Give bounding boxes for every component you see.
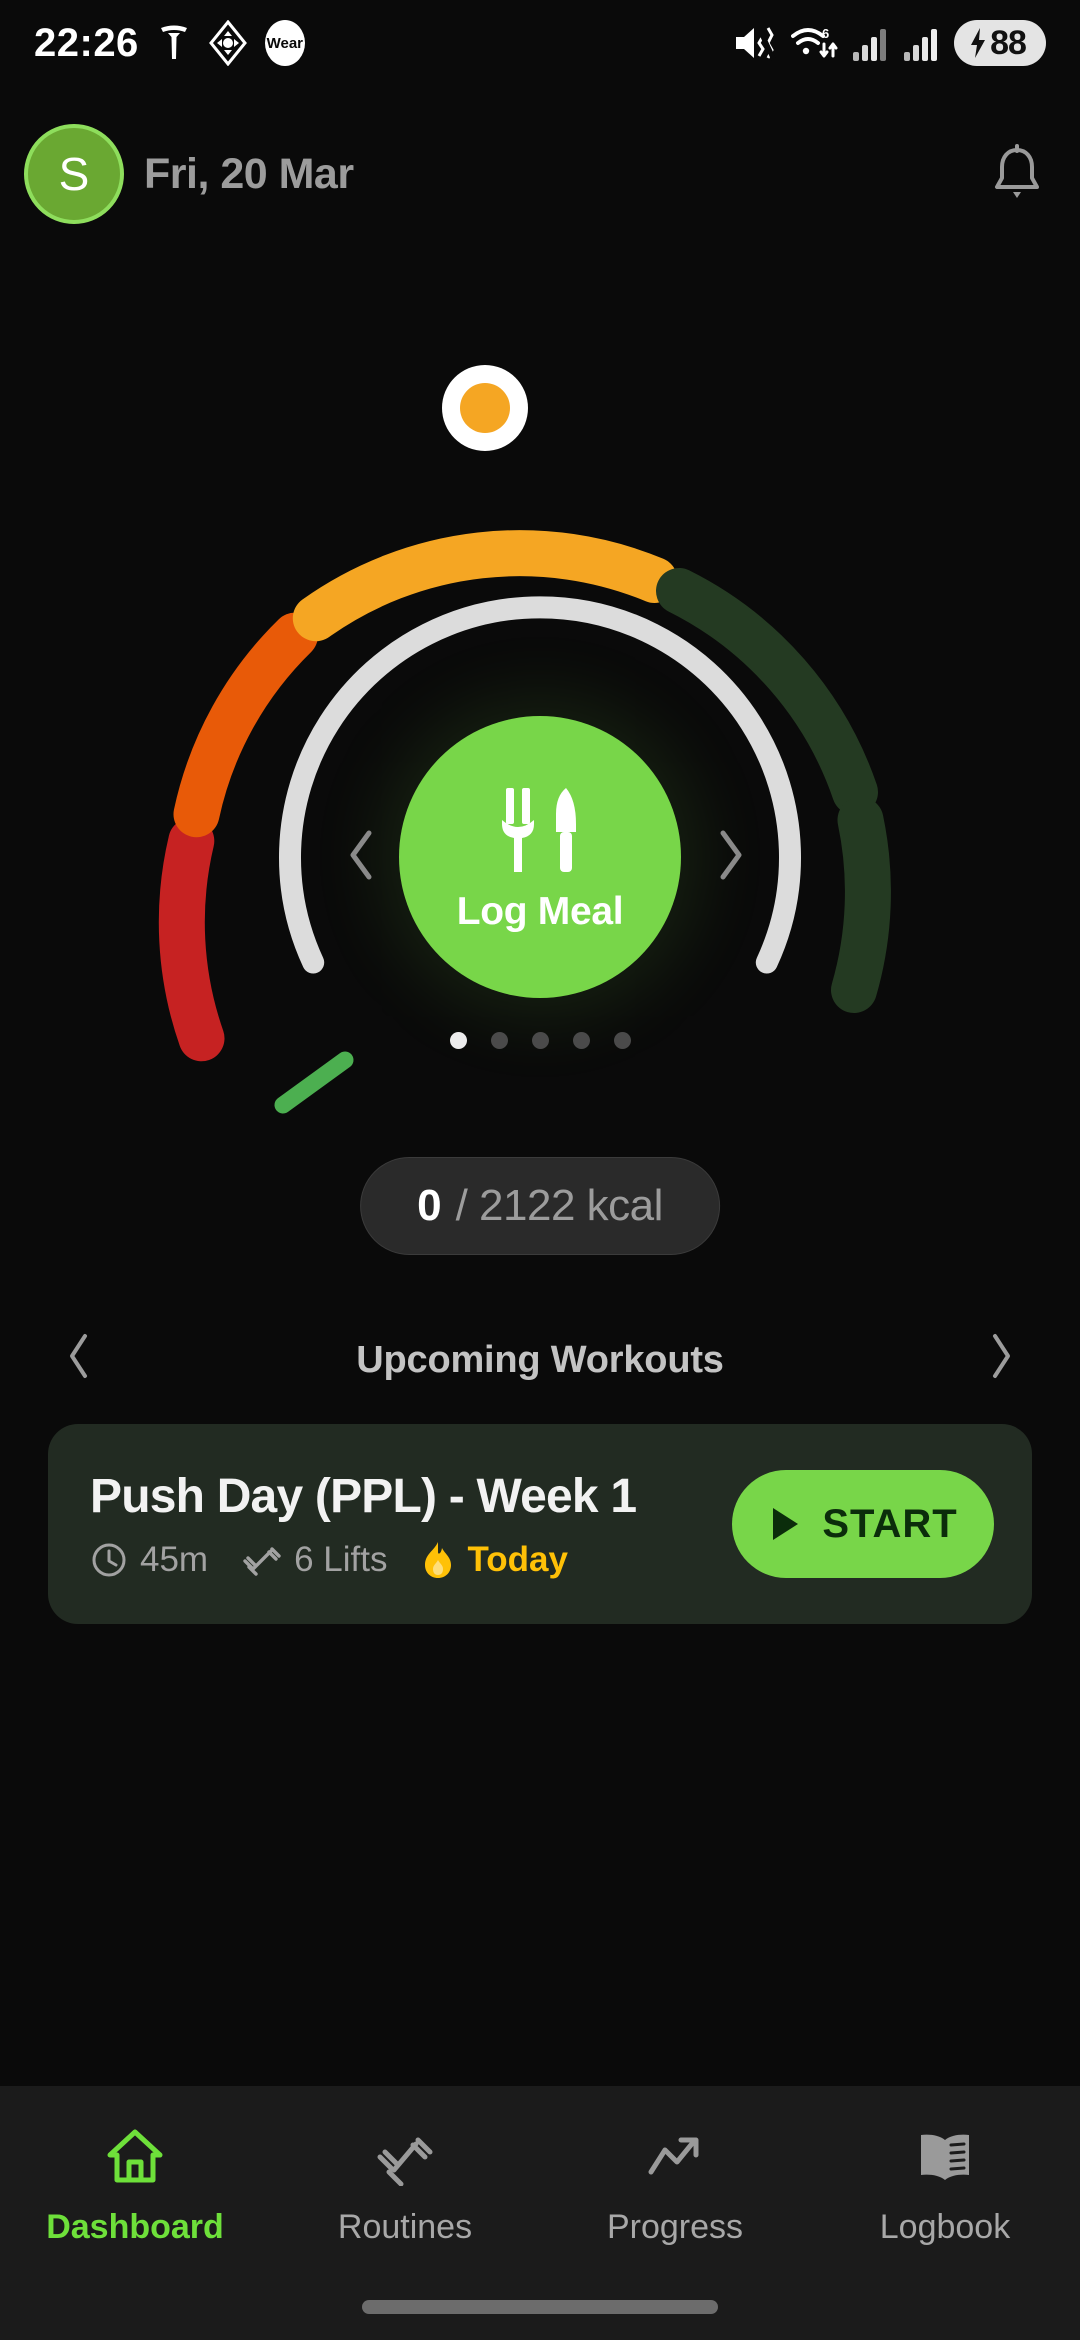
workout-card-info: Push Day (PPL) - Week 1 45m (90, 1469, 637, 1580)
chevron-right-icon (992, 1334, 1010, 1378)
book-icon (921, 2134, 969, 2180)
status-bar: 22:26 Wear (0, 0, 1080, 86)
carousel-dot[interactable] (572, 1032, 590, 1049)
tesla-icon (160, 25, 187, 59)
workout-duration: 45m (90, 1540, 208, 1580)
status-bar-left: 22:26 Wear (34, 20, 305, 66)
chevron-left-icon (70, 1334, 87, 1378)
diamond-app-icon (208, 20, 247, 66)
workout-lifts: 6 Lifts (242, 1540, 387, 1580)
log-meal-label: Log Meal (456, 890, 624, 933)
start-workout-button[interactable]: START (732, 1470, 994, 1578)
carousel-dots[interactable] (0, 1032, 1080, 1049)
gauge-thumb (442, 365, 528, 451)
calories-consumed: 0 (417, 1181, 442, 1230)
upcoming-workouts-title: Upcoming Workouts (356, 1338, 724, 1381)
gauge-inner-track (279, 596, 801, 974)
gauge-segment-high (831, 797, 891, 1013)
status-bar-right: 6 88 (732, 20, 1046, 66)
chevron-left-icon (350, 830, 372, 880)
nav-label-progress: Progress (606, 2208, 744, 2246)
workout-today-badge: Today (421, 1539, 568, 1580)
log-meal-button[interactable]: Log Meal (399, 716, 681, 998)
gauge-next-button[interactable] (700, 810, 760, 900)
gauge-svg (158, 365, 891, 1114)
clock-icon (92, 1543, 126, 1576)
upcoming-next-button[interactable] (988, 1333, 1014, 1387)
chevron-right-icon (720, 830, 742, 880)
battery-percent: 88 (990, 23, 1027, 62)
gauge-segment-above (656, 568, 878, 815)
carousel-dot[interactable] (490, 1032, 508, 1049)
workout-title: Push Day (PPL) - Week 1 (90, 1469, 637, 1523)
bottom-navigation: Dashboard Routines Progress (0, 2086, 1080, 2340)
trending-up-icon (648, 2137, 699, 2175)
gauge-segment-below (173, 612, 318, 838)
page-title: Fri, 20 Mar (144, 149, 354, 198)
nav-item-logbook[interactable]: Logbook (810, 2128, 1080, 2247)
battery-indicator: 88 (954, 20, 1046, 66)
nav-item-dashboard[interactable]: Dashboard (0, 2128, 270, 2247)
dumbbell-icon (377, 2137, 433, 2186)
avatar[interactable]: S (24, 124, 124, 224)
nav-item-routines[interactable]: Routines (270, 2128, 540, 2247)
gauge-outer-segments (158, 530, 891, 1062)
charging-bolt-icon (971, 28, 986, 58)
mute-vibrate-icon (736, 24, 777, 62)
nav-item-progress[interactable]: Progress (540, 2128, 810, 2247)
dumbbell-icon (243, 1546, 281, 1576)
calories-goal: / 2122 kcal (455, 1181, 664, 1230)
nav-label-dashboard: Dashboard (46, 2208, 224, 2246)
calorie-gauge: Log Meal (0, 200, 1080, 1200)
flame-icon (425, 1541, 452, 1578)
start-workout-label: START (822, 1501, 958, 1546)
nav-label-logbook: Logbook (879, 2208, 1011, 2246)
home-icon (107, 2129, 163, 2183)
signal-bars-icon (853, 29, 886, 61)
home-indicator[interactable] (362, 2300, 718, 2314)
gauge-segment-target (292, 530, 678, 642)
carousel-dot[interactable] (531, 1032, 549, 1049)
upcoming-prev-button[interactable] (66, 1333, 92, 1387)
play-icon (773, 1508, 799, 1540)
notification-bell-icon[interactable] (984, 141, 1050, 207)
workout-today-label: Today (467, 1539, 568, 1579)
avatar-initial: S (58, 148, 90, 200)
svg-text:6: 6 (822, 26, 829, 41)
carousel-dot[interactable] (613, 1032, 631, 1049)
workout-lifts-label: 6 Lifts (294, 1539, 388, 1579)
workout-duration-label: 45m (140, 1539, 209, 1579)
fork-knife-icon (502, 788, 576, 872)
carousel-dot[interactable] (449, 1032, 467, 1049)
wear-badge-icon: Wear (264, 20, 305, 66)
workout-card[interactable]: Push Day (PPL) - Week 1 45m (48, 1424, 1032, 1624)
app-header: S Fri, 20 Mar (0, 124, 1080, 224)
gauge-start-marker (274, 1051, 354, 1114)
upcoming-workouts-header: Upcoming Workouts (0, 1320, 1080, 1400)
gauge-segment-low (158, 818, 225, 1062)
status-clock: 22:26 (34, 20, 139, 65)
wifi-6-icon: 6 (791, 26, 838, 58)
calorie-summary-pill[interactable]: 0 / 2122 kcal (360, 1157, 720, 1255)
workout-meta: 45m 6 Lifts (90, 1540, 636, 1580)
signal-bars-2-icon (904, 29, 937, 61)
gauge-prev-button[interactable] (332, 810, 392, 900)
nav-label-routines: Routines (337, 2208, 473, 2246)
